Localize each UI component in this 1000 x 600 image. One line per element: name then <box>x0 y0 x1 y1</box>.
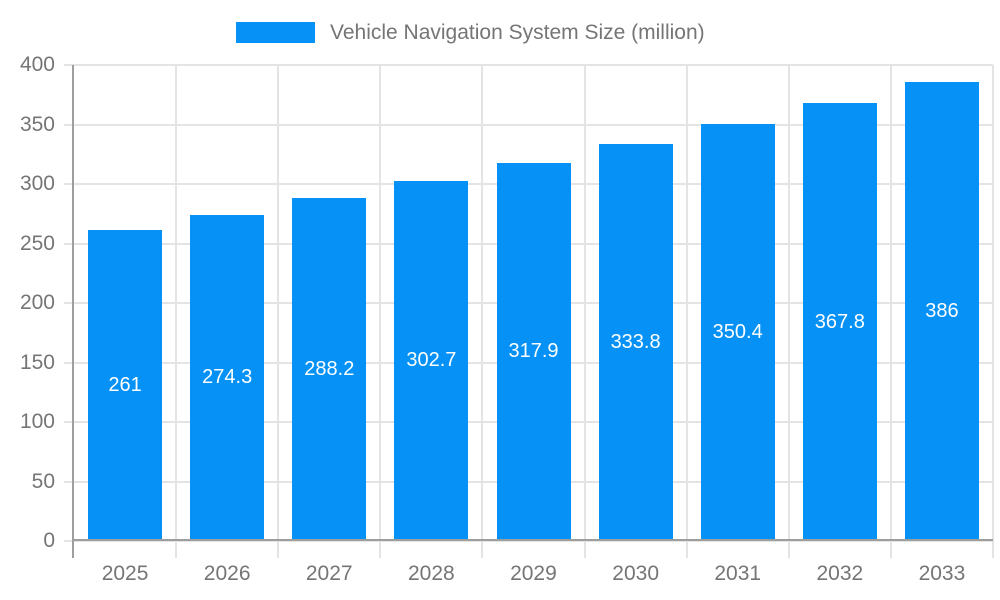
x-axis-tick-label: 2025 <box>101 562 149 585</box>
bar-value-label: 288.2 <box>304 358 355 380</box>
x-gridline <box>685 65 688 558</box>
bar: 302.7 <box>394 180 469 541</box>
bar: 333.8 <box>598 143 673 541</box>
x-axis-line <box>72 539 993 541</box>
x-axis-tick-label: 2026 <box>203 562 251 585</box>
bar: 261 <box>88 230 163 541</box>
bar: 386 <box>904 81 979 541</box>
bar: 367.8 <box>802 103 877 541</box>
x-gridline <box>992 65 994 558</box>
y-axis-tick-label: 50 <box>31 469 55 493</box>
bar-value-label: 350.4 <box>712 321 763 343</box>
plot-area: 0 50 100 150 200 250 300 350 400 261 274.3 288.2 302… <box>20 53 994 585</box>
y-axis-tick-label: 0 <box>43 529 55 552</box>
x-gridline <box>277 65 280 558</box>
y-axis-tick-label: 200 <box>19 291 55 314</box>
legend-label: Vehicle Navigation System Size (million) <box>330 21 705 44</box>
y-gridline <box>64 540 993 542</box>
y-axis-tick-label: 350 <box>19 112 55 136</box>
bar: 317.9 <box>496 162 571 541</box>
legend-swatch[interactable] <box>236 22 315 43</box>
y-axis-tick-label: 150 <box>19 350 55 374</box>
x-axis-tick-label: 2029 <box>510 562 557 585</box>
x-gridline <box>379 65 382 558</box>
y-axis-tick-label: 400 <box>19 53 55 76</box>
bar-value-label: 333.8 <box>610 330 661 353</box>
x-axis-tick-label: 2031 <box>714 562 762 585</box>
y-gridline <box>64 64 993 66</box>
x-gridline <box>787 65 790 558</box>
x-axis-tick-label: 2032 <box>816 562 864 585</box>
x-axis-tick-label: 2028 <box>407 562 455 585</box>
chart-legend[interactable]: Vehicle Navigation System Size (million) <box>0 0 1000 56</box>
bar-value-label: 261 <box>108 374 142 397</box>
bar: 350.4 <box>700 124 775 541</box>
y-gridline <box>64 123 993 126</box>
x-axis-tick-label: 2033 <box>918 562 966 585</box>
bar-value-label: 274.3 <box>202 366 253 389</box>
y-axis-tick-label: 100 <box>19 410 55 433</box>
bar: 288.2 <box>292 198 367 541</box>
bar-value-label: 386 <box>925 299 959 322</box>
y-axis-tick-label: 300 <box>19 172 55 195</box>
x-gridline <box>583 65 586 558</box>
bar-value-label: 317.9 <box>508 340 559 363</box>
bar-value-label: 367.8 <box>814 310 865 333</box>
x-gridline <box>481 65 484 558</box>
bar-value-label: 302.7 <box>406 349 457 372</box>
y-axis-line <box>72 65 74 558</box>
y-axis-tick-label: 250 <box>19 231 55 255</box>
x-gridline <box>889 65 892 558</box>
x-axis-tick-label: 2030 <box>612 562 659 585</box>
bar: 274.3 <box>190 214 265 541</box>
x-axis-tick-label: 2027 <box>305 562 353 585</box>
x-gridline <box>175 65 178 558</box>
